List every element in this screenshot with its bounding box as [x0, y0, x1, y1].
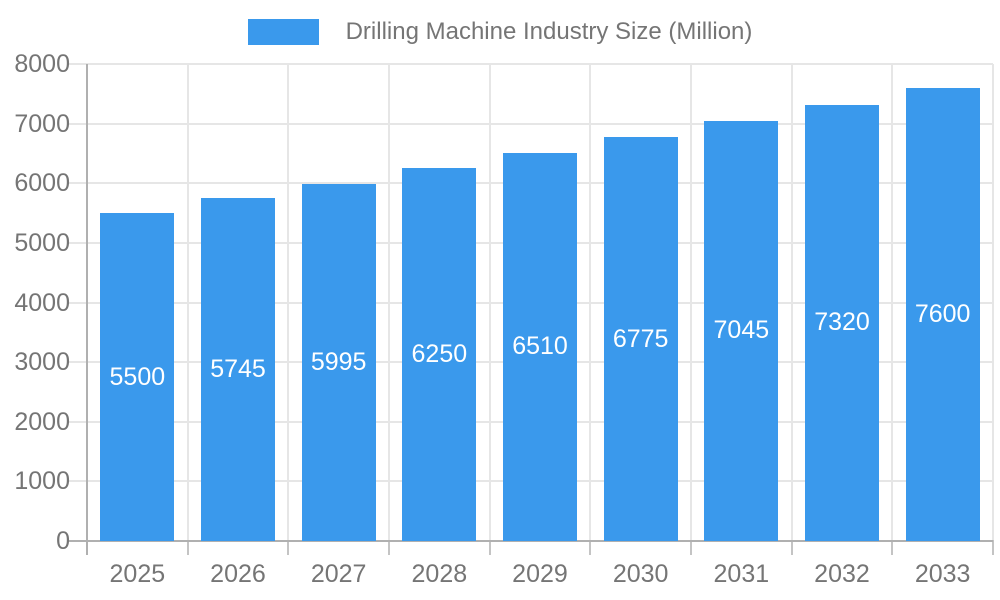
bar-value-label: 5995	[310, 347, 367, 376]
y-axis-label: 2000	[14, 407, 70, 436]
x-axis-label: 2030	[612, 560, 669, 588]
bar-value-label: 5745	[210, 355, 266, 384]
bar-value-label: 7320	[814, 308, 870, 337]
legend-item[interactable]: Drilling Machine Industry Size (Million)	[0, 12, 1000, 52]
v-gridline	[488, 64, 491, 540]
x-axis-tick	[388, 540, 390, 555]
y-axis-label: 6000	[14, 169, 70, 198]
x-axis-tick	[287, 540, 290, 555]
y-axis-label: 3000	[14, 348, 70, 377]
v-gridline	[690, 64, 692, 540]
v-gridline	[287, 64, 290, 540]
x-axis-tick	[992, 540, 994, 555]
x-axis-label: 2031	[713, 560, 770, 588]
v-gridline	[186, 64, 189, 540]
x-axis-label: 2033	[914, 560, 971, 588]
y-axis-label: 4000	[14, 288, 70, 317]
v-gridline	[891, 64, 894, 540]
legend-swatch	[247, 19, 319, 45]
x-axis-tick	[891, 540, 894, 555]
x-axis-label: 2028	[411, 560, 468, 588]
y-axis-label: 5000	[14, 228, 70, 257]
bar-value-label: 5500	[109, 362, 166, 391]
x-axis-label: 2025	[109, 560, 166, 588]
v-gridline	[388, 64, 390, 540]
x-axis-label: 2029	[512, 560, 568, 588]
y-axis-label: 0	[56, 527, 70, 555]
x-axis-line	[69, 540, 993, 542]
h-gridline	[69, 122, 993, 125]
x-axis-tick	[790, 540, 793, 555]
y-axis-label: 7000	[14, 109, 70, 138]
x-axis-tick	[488, 540, 491, 555]
legend-label: Drilling Machine Industry Size (Million)	[345, 18, 753, 45]
x-axis-tick	[589, 540, 592, 555]
y-axis-line	[86, 64, 88, 555]
bar-2028[interactable]: 6250	[402, 168, 477, 541]
bar-2027[interactable]: 5995	[301, 183, 376, 541]
bar-2025[interactable]: 5500	[100, 213, 175, 541]
h-gridline	[69, 63, 993, 65]
bar-value-label: 6775	[612, 324, 669, 353]
bar-2029[interactable]: 6510	[503, 152, 577, 541]
x-axis-tick	[186, 540, 189, 555]
x-axis-tick	[690, 540, 692, 555]
x-axis-label: 2027	[310, 560, 367, 588]
bar-2026[interactable]: 5745	[201, 198, 275, 541]
y-axis-label: 1000	[14, 467, 70, 496]
bar-2031[interactable]: 7045	[704, 120, 779, 541]
bar-2032[interactable]: 7320	[805, 104, 879, 541]
bar-value-label: 7600	[914, 299, 971, 328]
bar-2030[interactable]: 6775	[603, 137, 678, 541]
bar-value-label: 7045	[713, 316, 770, 345]
y-axis-label: 8000	[14, 50, 70, 78]
v-gridline	[992, 64, 994, 540]
x-axis-label: 2026	[210, 560, 266, 588]
v-gridline	[589, 64, 592, 540]
bar-value-label: 6250	[411, 340, 468, 369]
x-axis-label: 2032	[814, 560, 870, 588]
v-gridline	[790, 64, 793, 540]
bar-value-label: 6510	[512, 332, 568, 361]
bar-2033[interactable]: 7600	[905, 87, 980, 541]
